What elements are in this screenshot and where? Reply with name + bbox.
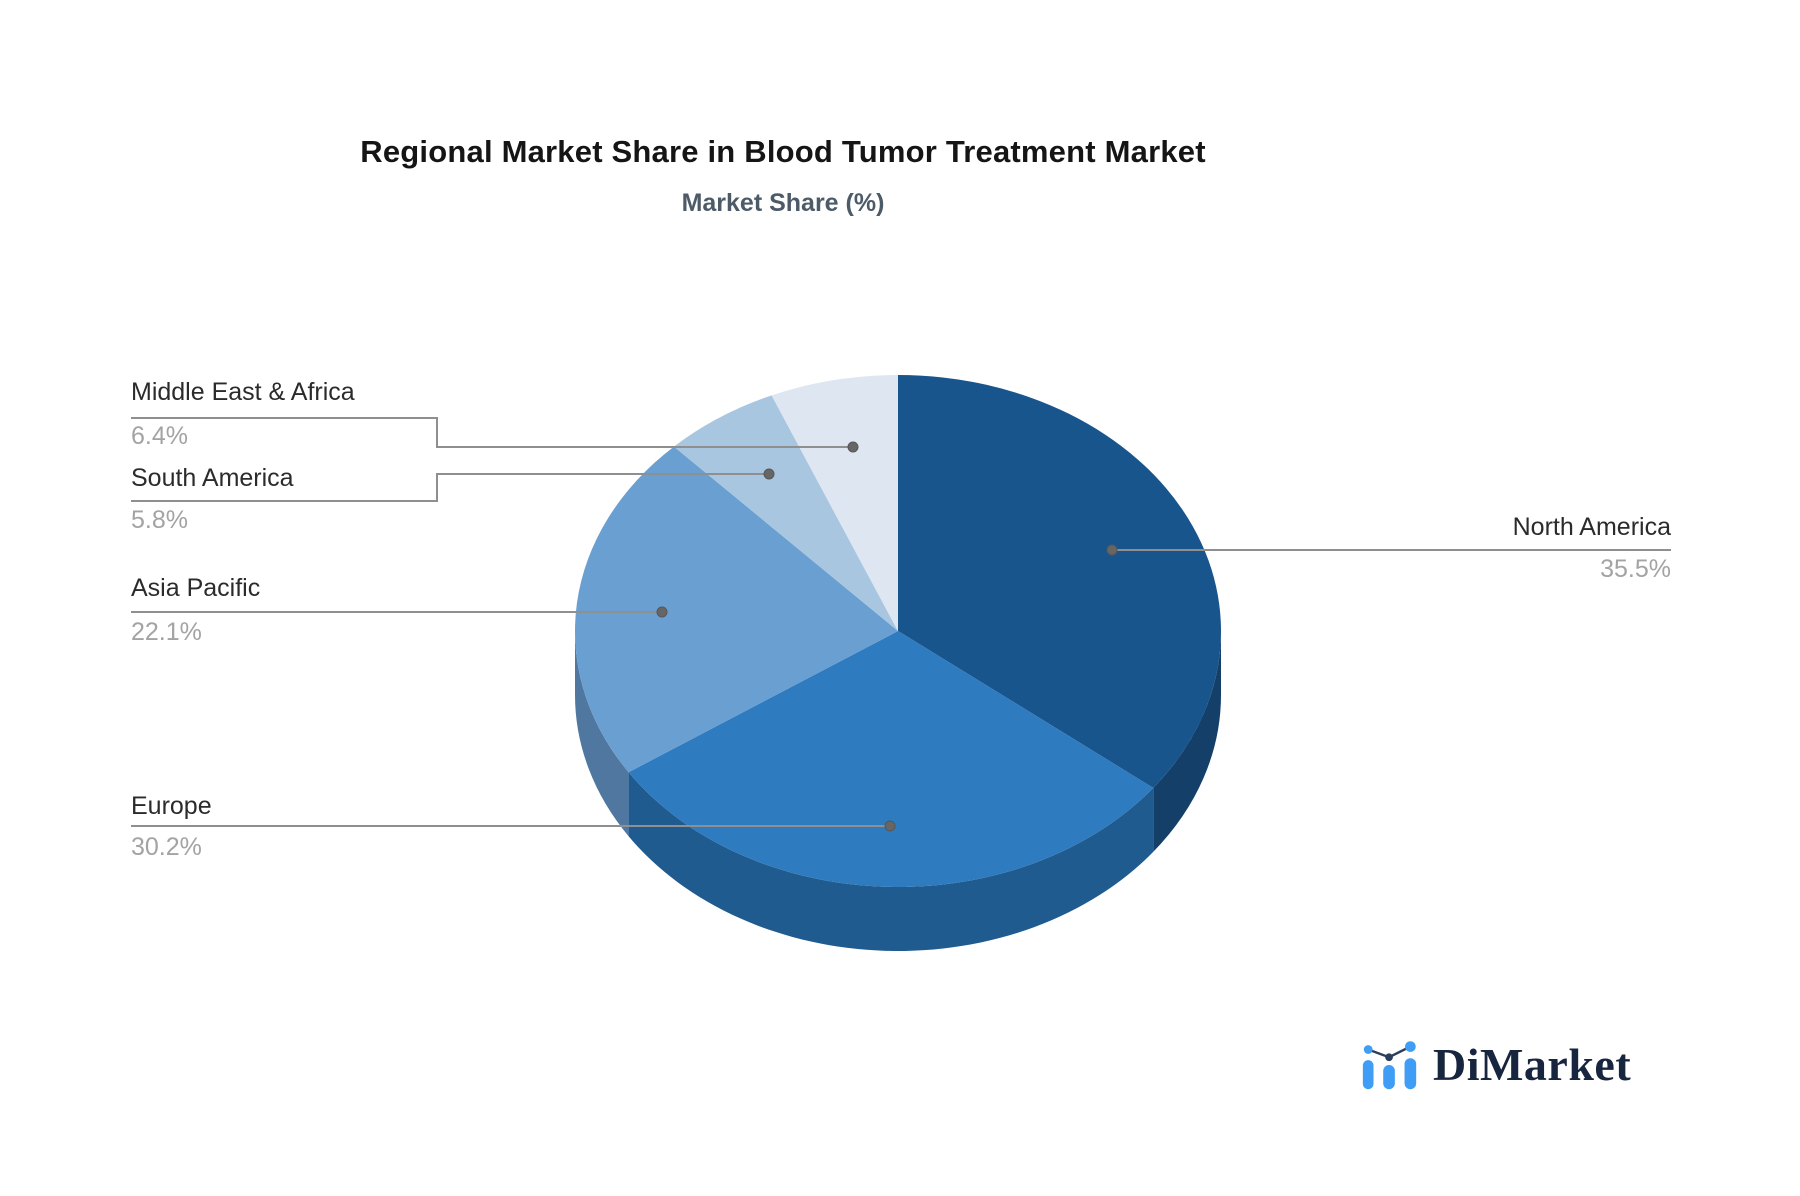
chart-subtitle: Market Share (%) — [681, 189, 885, 217]
region-value-europe: 30.2% — [131, 833, 202, 861]
leader-line-south-america — [131, 473, 769, 502]
pie-slice-north-america[interactable] — [898, 375, 1221, 788]
leader-dot-asia-pacific — [656, 606, 668, 618]
pie-slice-side-europe — [628, 772, 1154, 951]
brand-logo: DiMarket — [1358, 1036, 1631, 1094]
region-label-europe: Europe — [131, 792, 212, 820]
bar-line-chart-icon — [1362, 1041, 1417, 1090]
region-label-south-america: South America — [131, 464, 294, 492]
pie-slice-asia-pacific[interactable] — [575, 446, 898, 773]
region-label-north-america: North America — [1512, 513, 1671, 541]
chart-title: Regional Market Share in Blood Tumor Tre… — [360, 134, 1206, 169]
pie-slice-middle-east-africa[interactable] — [771, 375, 898, 631]
region-value-south-america: 5.8% — [131, 506, 188, 534]
region-label-asia-pacific: Asia Pacific — [131, 574, 261, 602]
pie-slice-europe[interactable] — [628, 631, 1154, 887]
leader-line-middle-east-africa — [131, 417, 853, 448]
leader-dot-south-america — [763, 468, 775, 480]
pie-slice-south-america[interactable] — [673, 395, 898, 631]
leader-dot-north-america — [1106, 544, 1118, 556]
leader-dot-middle-east-africa — [847, 441, 859, 453]
region-value-middle-east-africa: 6.4% — [131, 422, 188, 450]
region-label-middle-east-africa: Middle East & Africa — [131, 378, 355, 406]
leader-dot-europe — [884, 820, 896, 832]
region-value-north-america: 35.5% — [1600, 555, 1671, 583]
pie-slice-side-north-america — [1153, 631, 1221, 852]
brand-wordmark: DiMarket — [1433, 1039, 1632, 1090]
pie-slice-side-asia-pacific — [575, 631, 629, 837]
region-value-asia-pacific: 22.1% — [131, 618, 202, 646]
